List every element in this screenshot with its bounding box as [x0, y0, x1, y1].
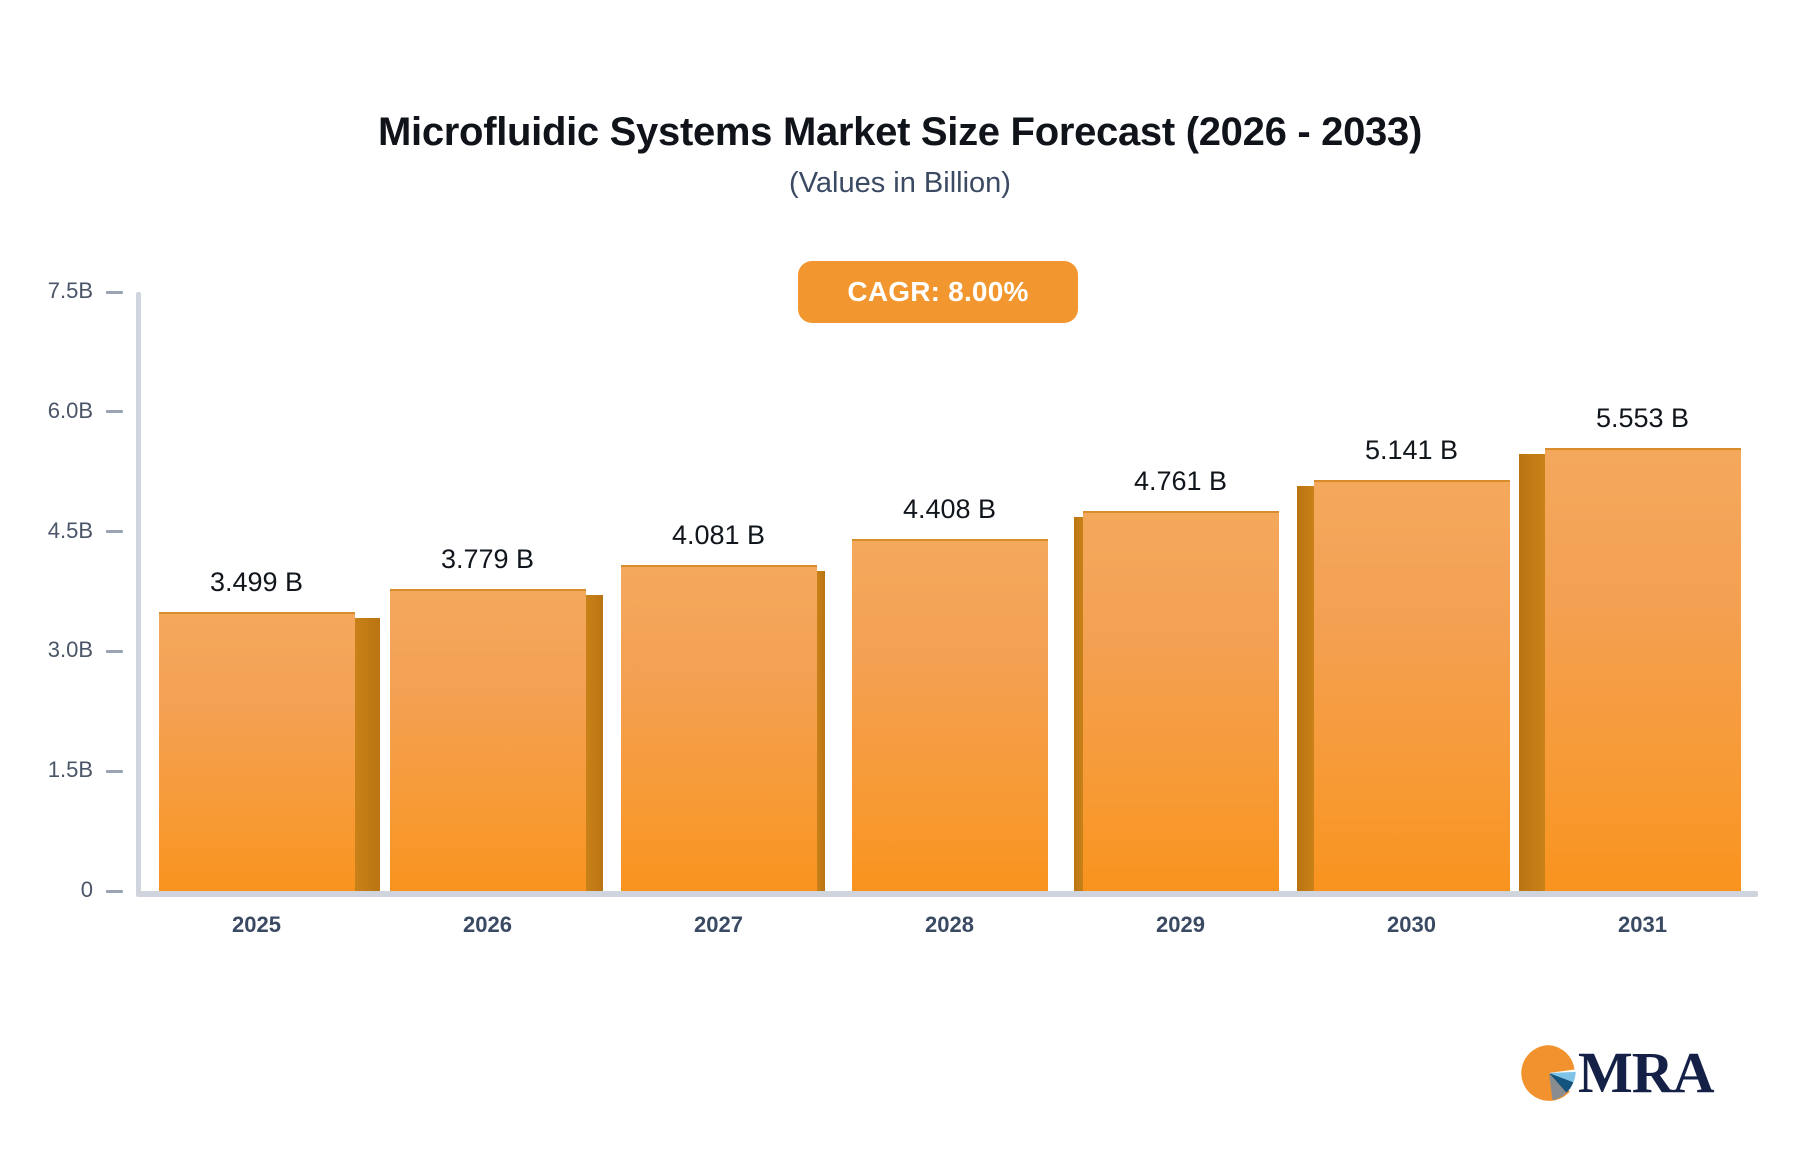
y-axis-tick-dash	[106, 410, 123, 414]
bar-column[interactable]: 4.408 B	[851, 292, 1048, 891]
bar-side-face-left	[1074, 516, 1083, 892]
x-axis-tick-label: 2027	[694, 912, 743, 937]
bar-value-label: 5.553 B	[1595, 402, 1690, 433]
y-axis-tick-dash	[106, 290, 123, 294]
logo-text: MRA	[1578, 1040, 1715, 1105]
bar-value-label: 3.499 B	[209, 566, 304, 597]
bar-value-label: 3.779 B	[440, 544, 535, 575]
bar-front-face[interactable]	[851, 538, 1048, 891]
cagr-badge-label: CAGR: 8.00%	[847, 276, 1029, 307]
bar-value-label: 4.408 B	[902, 493, 997, 524]
bar-side-face-left	[1519, 453, 1545, 892]
bar-front-face[interactable]	[389, 589, 586, 891]
x-axis-tick-label: 2025	[232, 912, 281, 937]
y-axis-tick-label: 4.5B	[47, 517, 93, 543]
chart-subtitle: (Values in Billion)	[789, 167, 1011, 199]
mra-logo: MRA	[1520, 1040, 1725, 1108]
y-axis-tick-dash	[106, 530, 123, 534]
x-axis-tick-label: 2028	[925, 912, 974, 937]
y-axis-tick-dash	[106, 769, 123, 773]
bar-side-face-right	[585, 595, 603, 891]
x-axis-tick-label: 2031	[1618, 912, 1667, 937]
bar-column[interactable]: 5.141 B	[1296, 292, 1510, 891]
bar-series: 3.499 B 3.779 B 4.081 B 4.408 B 4.761 B 5.141…	[141, 292, 1758, 892]
bar-column[interactable]: 4.761 B	[1074, 292, 1279, 892]
bar-column[interactable]: 3.779 B	[389, 292, 603, 891]
x-axis-line	[136, 891, 1758, 897]
x-axis-tick-label: 2030	[1387, 912, 1436, 937]
bar-front-face[interactable]	[1544, 447, 1741, 891]
y-axis-tick-label: 6.0B	[47, 397, 93, 423]
bar-value-label: 4.761 B	[1133, 465, 1228, 496]
y-axis-tick-label: 3.0B	[47, 637, 93, 663]
bar-side-face-right	[354, 617, 380, 892]
x-axis-tick-label: 2026	[463, 912, 512, 937]
page-title: Microfluidic Systems Market Size Forecas…	[378, 110, 1422, 154]
y-axis-line	[136, 292, 141, 895]
bar-value-label: 4.081 B	[671, 520, 766, 551]
bar-front-face[interactable]	[1082, 510, 1279, 891]
y-axis-tick-dash	[106, 649, 123, 653]
bar-side-face-right	[816, 571, 825, 891]
cagr-badge: CAGR: 8.00%	[798, 261, 1078, 323]
x-axis-tick-label: 2029	[1156, 912, 1205, 937]
bar-column[interactable]: 3.499 B	[158, 292, 380, 892]
y-axis-tick-dash	[106, 889, 123, 893]
bar-front-face[interactable]	[1313, 480, 1510, 891]
bar-column[interactable]: 5.553 B	[1519, 292, 1741, 892]
bar-value-label: 5.141 B	[1364, 435, 1459, 466]
y-axis-tick-label: 7.5B	[47, 278, 93, 303]
y-axis-tick-label: 0	[80, 877, 93, 902]
bar-column[interactable]: 4.081 B	[620, 292, 825, 891]
bar-front-face[interactable]	[620, 565, 817, 891]
y-axis-tick-label: 1.5B	[47, 757, 93, 783]
bar-side-face-left	[1296, 486, 1314, 891]
bar-front-face[interactable]	[158, 611, 355, 891]
pie-chart-icon	[1520, 1044, 1578, 1102]
